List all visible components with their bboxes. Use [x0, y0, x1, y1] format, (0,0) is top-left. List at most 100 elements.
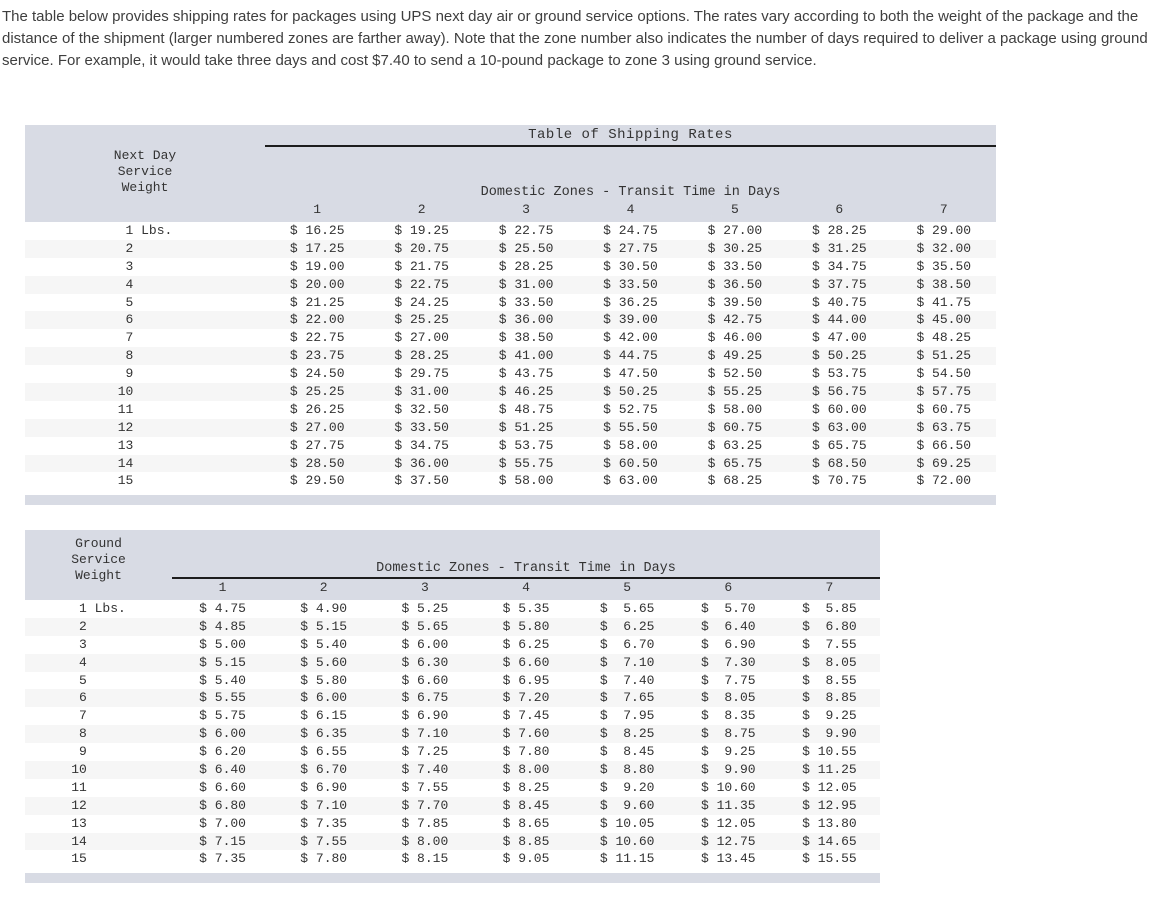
weight-cell: 6	[25, 689, 172, 707]
rate-value: 33.50	[618, 276, 658, 292]
weight-unit-label	[87, 725, 126, 743]
rate-value: 24.75	[618, 223, 658, 238]
weight-value: 9	[125, 366, 134, 382]
currency-symbol: $	[916, 348, 933, 364]
rate-cell: $ 11.35	[678, 797, 779, 815]
rate-cell: $ 4.85	[172, 618, 273, 636]
currency-symbol: $	[812, 240, 828, 256]
weight-unit-label	[87, 761, 126, 779]
weight-value: 2	[78, 618, 87, 634]
rate-cell: $ 8.00	[374, 833, 475, 851]
rate-value: 6.30	[417, 654, 449, 670]
rate-value: 36.25	[618, 294, 658, 310]
rate-value: 29.75	[409, 366, 449, 382]
weight-header-line: Service	[117, 164, 173, 179]
rate-cell: $ 27.00	[683, 222, 787, 240]
currency-symbol: $	[502, 762, 519, 778]
currency-symbol: $	[502, 654, 519, 670]
currency-symbol: $	[603, 455, 619, 471]
rate-cell: $ 33.50	[683, 258, 787, 276]
zone-column-label: 3	[420, 580, 429, 595]
rate-value: 6.70	[623, 636, 655, 652]
rate-value: 12.95	[817, 797, 857, 813]
rate-cell: $ 42.75	[683, 311, 787, 329]
weight-value: 1	[78, 601, 87, 616]
rate-cell: $ 13.45	[678, 850, 779, 868]
rate-value: 30.50	[618, 258, 658, 274]
rate-cell: $ 5.80	[475, 618, 576, 636]
currency-symbol: $	[916, 437, 933, 453]
weight-cell: 12	[25, 419, 265, 437]
rate-cell: $ 6.90	[374, 707, 475, 725]
rate-value: 4.85	[214, 618, 246, 634]
currency-symbol: $	[812, 312, 828, 328]
rate-cell: $ 68.50	[787, 455, 891, 473]
weight-cell: 10	[25, 383, 265, 401]
currency-symbol: $	[401, 744, 418, 760]
weight-unit-label	[133, 437, 172, 455]
rate-value: 8.25	[623, 726, 655, 742]
rate-cell: $ 5.40	[172, 672, 273, 690]
table-row: 15 $ 29.50 $ 37.50 $ 58.00 $ 63.00 $ 68.25 $ 7…	[25, 472, 996, 490]
currency-symbol: $	[707, 437, 724, 453]
rate-value: 6.60	[214, 779, 246, 795]
rate-value: 8.80	[623, 762, 655, 778]
rate-value: 7.40	[623, 672, 655, 688]
currency-symbol: $	[502, 690, 519, 706]
rate-value: 27.75	[618, 240, 658, 256]
currency-symbol: $	[599, 690, 616, 706]
rate-cell: $ 7.60	[475, 725, 576, 743]
rate-cell: $ 7.10	[374, 725, 475, 743]
weight-cell: 9	[25, 365, 265, 383]
weight-cell: 2	[25, 240, 265, 258]
zones-header-label: Domestic Zones - Transit Time in Days	[172, 560, 880, 579]
rate-cell: $ 6.60	[475, 654, 576, 672]
rate-cell: $ 53.75	[474, 437, 578, 455]
rate-value: 23.75	[305, 348, 345, 364]
rate-cell: $ 6.25	[475, 636, 576, 654]
rate-cell: $ 9.25	[678, 743, 779, 761]
weight-header-line: Ground	[75, 536, 122, 551]
rate-value: 31.00	[514, 276, 554, 292]
rate-value: 5.85	[825, 601, 857, 616]
zone-column-label: 2	[417, 202, 426, 217]
rate-cell: $ 68.25	[683, 472, 787, 490]
currency-symbol: $	[401, 601, 418, 616]
table-row: 4 $ 5.15 $ 5.60 $ 6.30 $ 6.60 $ 7.10 $ 7.30 $ 8…	[25, 653, 880, 672]
rate-value: 7.85	[417, 815, 449, 831]
rate-cell: $ 6.00	[172, 725, 273, 743]
table-row: 2 $ 17.25 $ 20.75 $ 25.50 $ 27.75 $ 30.25 $ 31…	[25, 239, 996, 258]
rate-cell: $ 8.35	[678, 707, 779, 725]
rate-value: 7.80	[315, 851, 348, 867]
rate-cell: $ 29.00	[892, 222, 996, 240]
rate-cell: $ 8.15	[374, 850, 475, 868]
rate-cell: $ 7.45	[475, 707, 576, 725]
rate-value: 22.75	[514, 223, 554, 238]
rate-cell: $ 58.00	[578, 437, 682, 455]
rate-value: 6.25	[623, 618, 655, 634]
rate-value: 37.75	[827, 276, 867, 292]
next-day-rates-table: Next Day Service Weight Table of Shippin…	[25, 125, 996, 506]
rate-value: 28.25	[827, 223, 867, 238]
currency-symbol: $	[700, 851, 717, 867]
rate-cell: $ 7.10	[577, 654, 678, 672]
rate-cell: $ 7.00	[172, 815, 273, 833]
rate-value: 30.25	[723, 240, 763, 256]
currency-symbol: $	[498, 312, 515, 328]
next-day-table-header: Next Day Service Weight Table of Shippin…	[25, 125, 996, 222]
rate-value: 69.25	[932, 455, 972, 471]
currency-symbol: $	[289, 401, 306, 417]
rate-value: 26.25	[305, 401, 345, 417]
rate-value: 44.00	[827, 312, 867, 328]
rate-cell: $ 56.75	[787, 383, 891, 401]
currency-symbol: $	[812, 473, 828, 489]
rate-value: 6.00	[214, 726, 246, 742]
weight-unit-label	[87, 707, 126, 725]
currency-symbol: $	[700, 815, 717, 831]
rate-value: 65.75	[723, 455, 763, 471]
weight-cell: 11	[25, 401, 265, 419]
currency-symbol: $	[603, 473, 619, 489]
rate-value: 55.25	[723, 384, 763, 400]
currency-symbol: $	[498, 384, 515, 400]
rate-cell: $ 32.00	[892, 240, 996, 258]
